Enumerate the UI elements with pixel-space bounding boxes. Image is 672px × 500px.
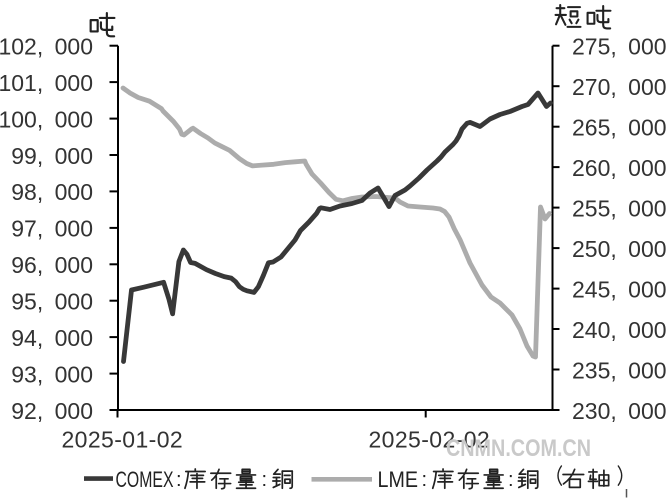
svg-text:100, 000: 100, 000: [0, 106, 93, 132]
svg-text::: :: [176, 469, 182, 491]
svg-text:2025-02-02: 2025-02-02: [368, 427, 490, 453]
svg-text:270, 000: 270, 000: [572, 74, 667, 100]
svg-text:250, 000: 250, 000: [572, 236, 667, 262]
svg-text:101, 000: 101, 000: [0, 70, 93, 96]
svg-text:COMEX: COMEX: [116, 467, 174, 492]
svg-text:94, 000: 94, 000: [11, 325, 93, 351]
svg-text:230, 000: 230, 000: [572, 398, 667, 424]
svg-text::: :: [262, 469, 268, 491]
svg-text:96, 000: 96, 000: [11, 252, 93, 278]
svg-text:LME: LME: [378, 467, 419, 492]
svg-text::: :: [508, 469, 514, 491]
svg-text:245, 000: 245, 000: [572, 276, 667, 302]
svg-text::: :: [422, 469, 428, 491]
svg-text:265, 000: 265, 000: [572, 115, 667, 141]
svg-text:275, 000: 275, 000: [572, 34, 667, 60]
svg-text:92, 000: 92, 000: [11, 398, 93, 424]
svg-text:99, 000: 99, 000: [11, 143, 93, 169]
svg-text:235, 000: 235, 000: [572, 357, 667, 383]
svg-text:CNMN.COM.CN: CNMN.COM.CN: [446, 435, 591, 462]
svg-text:255, 000: 255, 000: [572, 195, 667, 221]
svg-text:2025-01-02: 2025-01-02: [61, 427, 183, 453]
svg-text:102, 000: 102, 000: [0, 34, 93, 60]
svg-text:98, 000: 98, 000: [11, 179, 93, 205]
svg-text:95, 000: 95, 000: [11, 289, 93, 315]
svg-text:97, 000: 97, 000: [11, 216, 93, 242]
svg-text:240, 000: 240, 000: [572, 317, 667, 343]
svg-text:93, 000: 93, 000: [11, 361, 93, 387]
svg-text:260, 000: 260, 000: [572, 155, 667, 181]
